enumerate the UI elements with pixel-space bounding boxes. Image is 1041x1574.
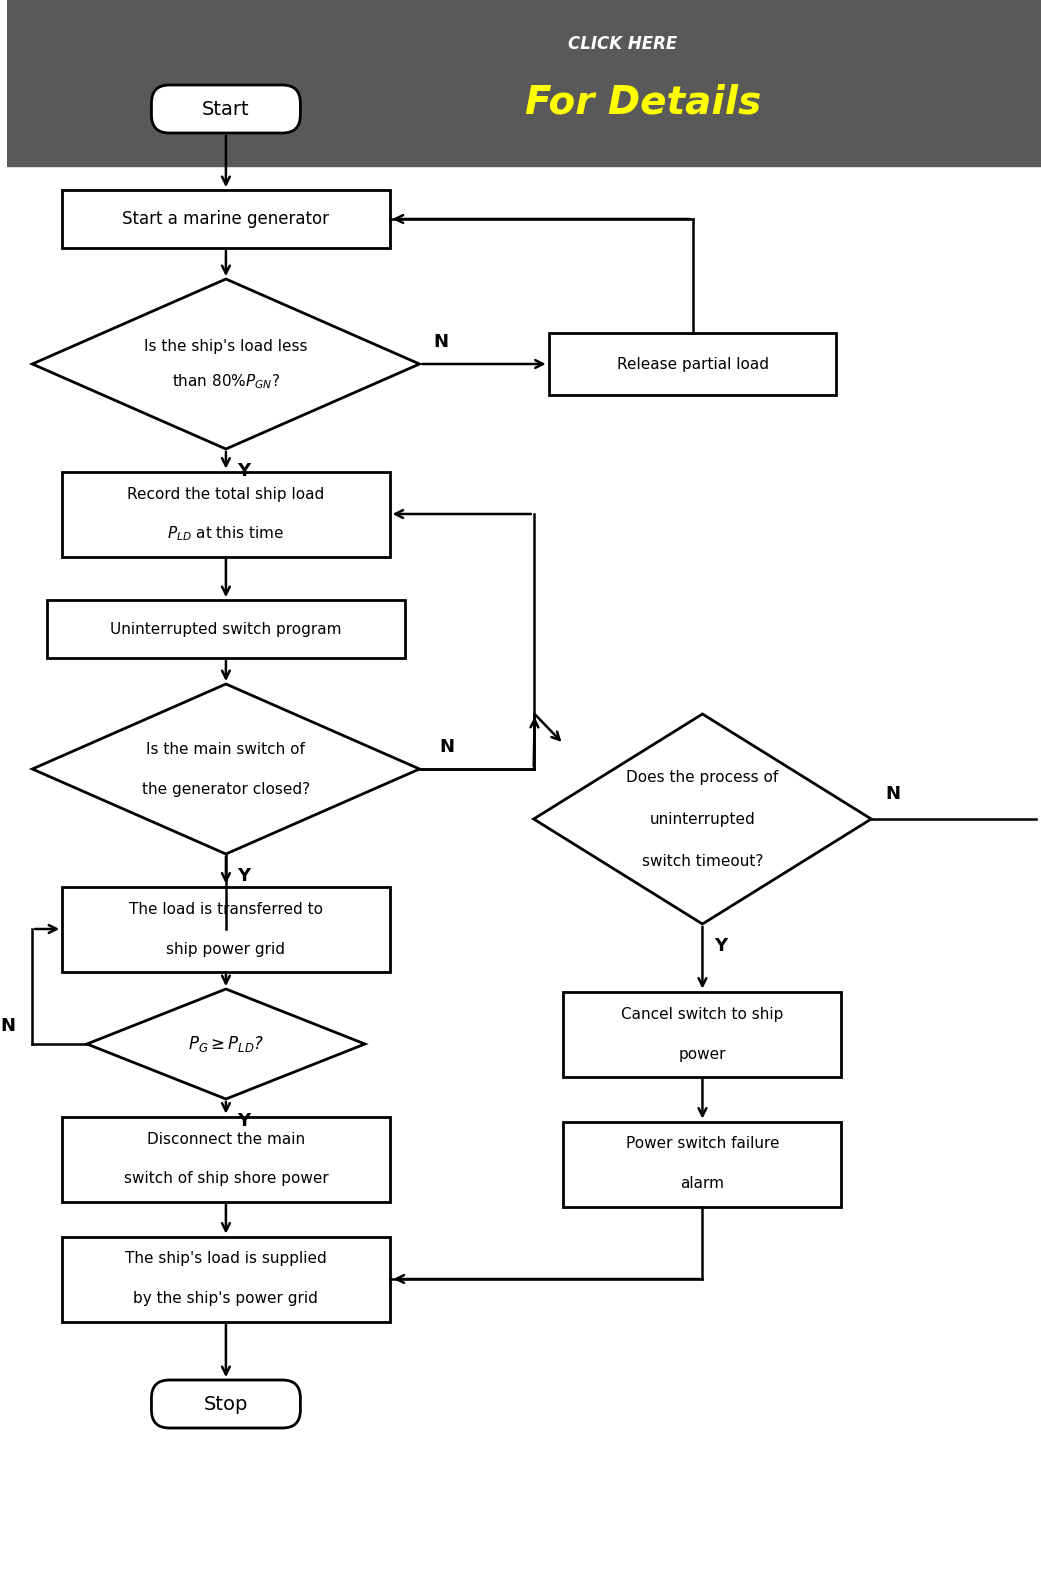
Bar [563, 992, 841, 1077]
Text: switch timeout?: switch timeout? [641, 853, 763, 869]
Text: CLICK HERE: CLICK HERE [568, 35, 678, 54]
Polygon shape [32, 685, 420, 855]
Text: Start: Start [202, 99, 250, 118]
Text: Uninterrupted switch program: Uninterrupted switch program [110, 622, 341, 636]
Text: uninterrupted: uninterrupted [650, 812, 756, 826]
Bar [549, 334, 837, 395]
Polygon shape [534, 715, 871, 924]
Bar [7, 0, 1041, 165]
Text: than 80%$P_{GN}$?: than 80%$P_{GN}$? [172, 373, 280, 392]
FancyBboxPatch shape [151, 85, 301, 132]
Text: Release partial load: Release partial load [616, 356, 768, 371]
Text: switch of ship shore power: switch of ship shore power [124, 1171, 328, 1187]
Polygon shape [87, 988, 365, 1099]
FancyBboxPatch shape [151, 1380, 301, 1428]
Text: Cancel switch to ship: Cancel switch to ship [621, 1006, 784, 1022]
Bar [563, 1122, 841, 1207]
Bar [62, 1237, 389, 1322]
Text: N: N [886, 785, 900, 803]
Text: Power switch failure: Power switch failure [626, 1136, 780, 1152]
Bar [47, 600, 405, 658]
Text: Is the ship's load less: Is the ship's load less [144, 338, 308, 354]
Text: The load is transferred to: The load is transferred to [129, 902, 323, 916]
Text: alarm: alarm [681, 1176, 725, 1192]
Bar [62, 886, 389, 971]
Text: by the ship's power grid: by the ship's power grid [133, 1292, 319, 1306]
Text: N: N [434, 334, 449, 351]
Text: Is the main switch of: Is the main switch of [147, 741, 305, 757]
Bar [62, 472, 389, 557]
Bar [62, 1116, 389, 1201]
Text: The ship's load is supplied: The ship's load is supplied [125, 1251, 327, 1267]
Text: the generator closed?: the generator closed? [142, 782, 310, 796]
Text: Y: Y [237, 463, 250, 480]
Text: power: power [679, 1047, 727, 1061]
Text: Stop: Stop [204, 1395, 248, 1413]
Text: Record the total ship load: Record the total ship load [127, 486, 325, 502]
Text: $P_G$$\geq$$P_{LD}$?: $P_G$$\geq$$P_{LD}$? [187, 1034, 264, 1055]
Text: Does the process of: Does the process of [627, 770, 779, 784]
Bar [62, 190, 389, 249]
Text: Y: Y [237, 867, 250, 885]
Text: N: N [0, 1017, 15, 1036]
Text: For Details: For Details [525, 83, 761, 121]
Text: Start a marine generator: Start a marine generator [123, 209, 329, 228]
Text: Y: Y [714, 937, 727, 955]
Polygon shape [32, 279, 420, 449]
Text: ship power grid: ship power grid [167, 941, 285, 957]
Text: N: N [439, 738, 455, 756]
Text: Y: Y [237, 1111, 250, 1130]
Text: $P_{LD}$ at this time: $P_{LD}$ at this time [168, 524, 284, 543]
Text: Disconnect the main: Disconnect the main [147, 1132, 305, 1146]
